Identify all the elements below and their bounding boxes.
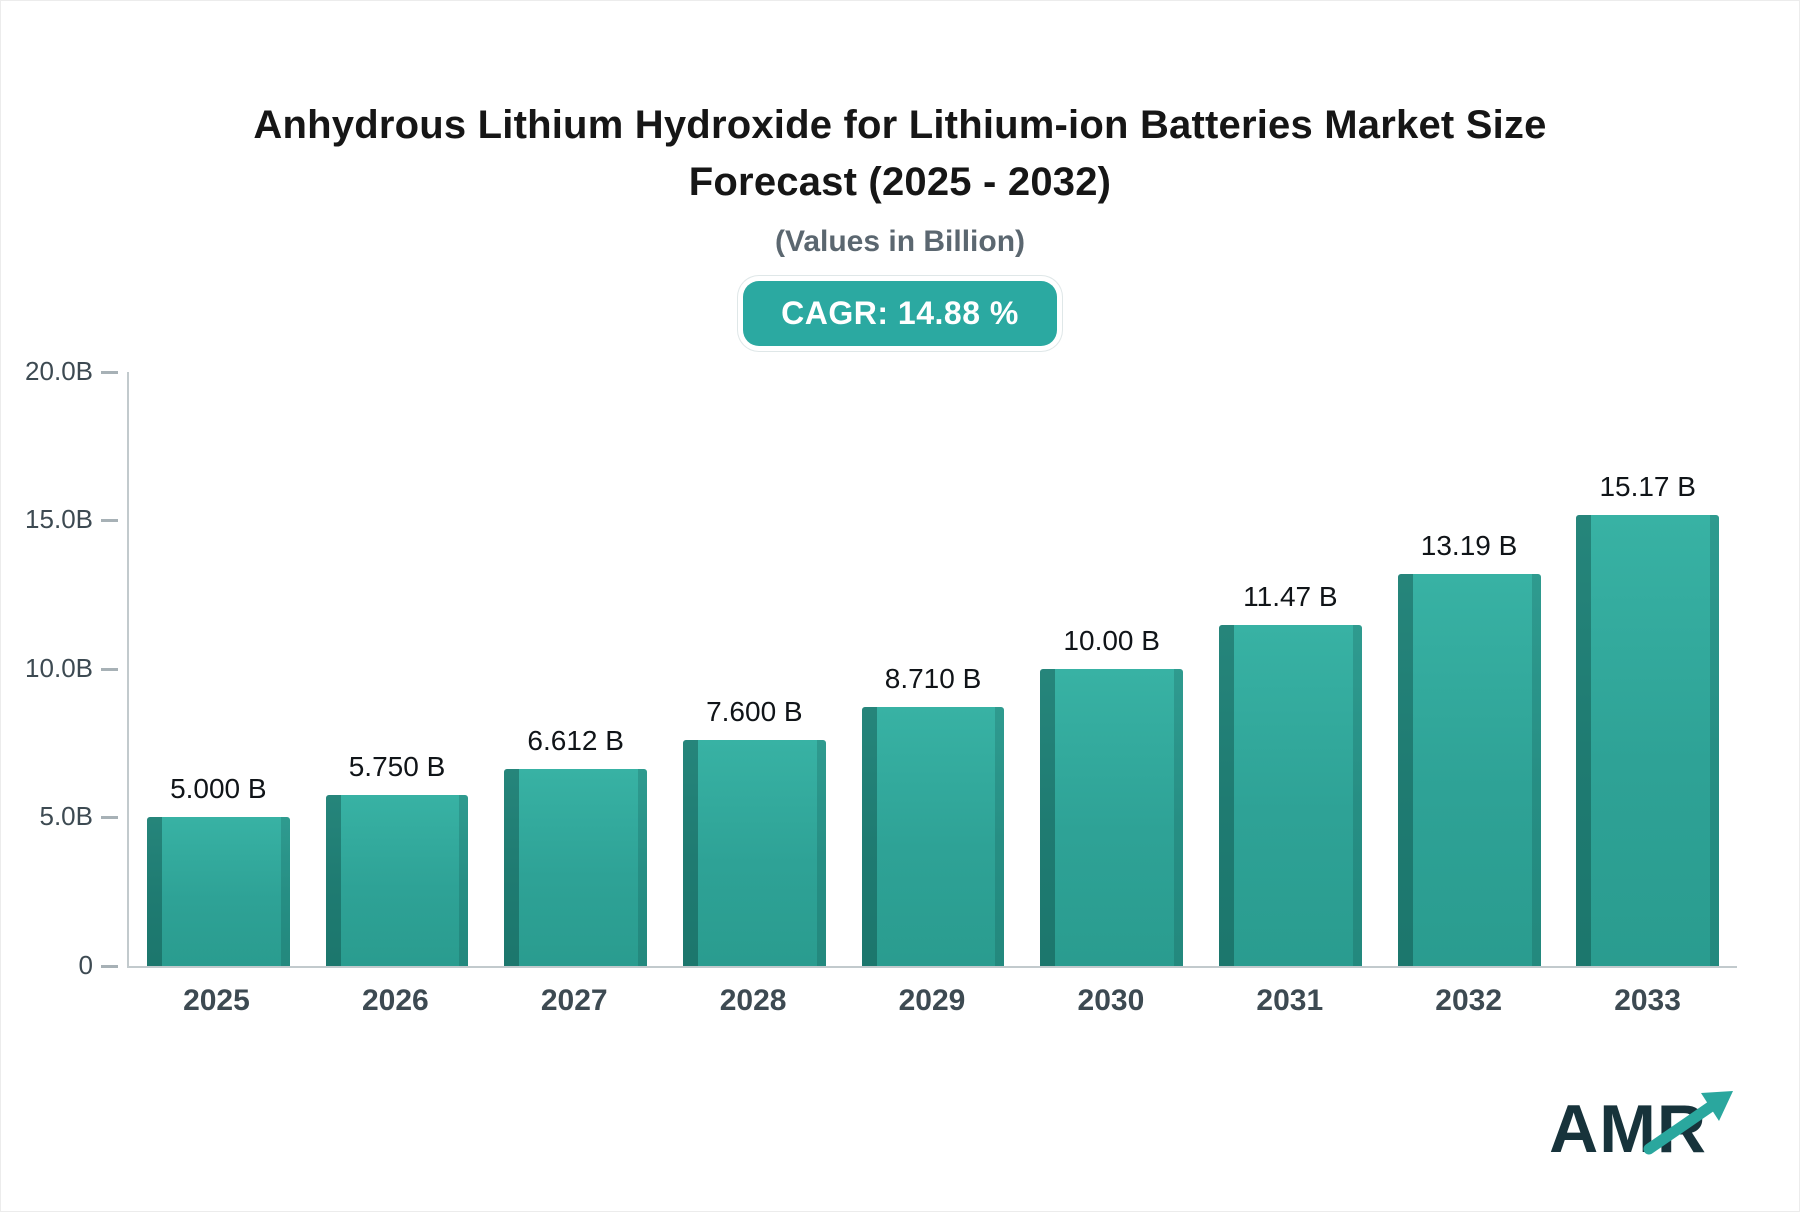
y-axis-tick-label: 10.0B <box>25 652 93 683</box>
bars-row: 5.000 B 5.750 B 6.612 B 7.600 B 8.710 B 10.00… <box>129 372 1737 966</box>
amr-logo: AMR <box>1549 1091 1733 1163</box>
bar <box>504 769 648 966</box>
bar <box>861 706 1005 966</box>
bar-value-label: 6.612 B <box>527 725 624 757</box>
y-axis-tick-mark <box>101 667 118 671</box>
bar-group: 11.47 B <box>1201 372 1380 966</box>
bar <box>1218 624 1362 966</box>
badge-row: CAGR: 14.88 % <box>1 280 1799 346</box>
bar-value-label: 10.00 B <box>1063 624 1160 656</box>
cagr-badge: CAGR: 14.88 % <box>743 280 1057 346</box>
x-axis-label: 2029 <box>898 983 966 1017</box>
y-axis-tick-label: 0 <box>78 949 93 980</box>
y-axis-tick-label: 5.0B <box>39 801 94 832</box>
bar <box>1397 573 1541 966</box>
bar-value-label: 11.47 B <box>1243 580 1338 612</box>
bar-group: 15.17 B <box>1558 372 1737 966</box>
x-axis-label: 2027 <box>540 983 608 1017</box>
bar-value-label: 8.710 B <box>884 662 982 694</box>
x-axis-label: 2033 <box>1614 983 1681 1017</box>
bar-group: 5.000 B <box>129 372 308 966</box>
x-axis-label: 2025 <box>183 983 250 1017</box>
y-axis-tick-label: 20.0B <box>25 355 93 386</box>
y-axis-tick-label: 15.0B <box>25 504 93 535</box>
bar-group: 10.00 B <box>1022 372 1201 966</box>
chart-header: Anhydrous Lithium Hydroxide for Lithium-… <box>1 1 1799 346</box>
bar-value-label: 7.600 B <box>706 695 803 727</box>
bar <box>146 817 290 966</box>
plot: 0 5.0B 10.0B 15.0B 20.0B 5.000 B 5.750 B 6.612… <box>25 356 1737 980</box>
x-axis-labels: 2025 2026 2027 2028 2029 2030 2031 2032 2033 <box>127 984 1737 1018</box>
bar-group: 8.710 B <box>844 372 1023 966</box>
chart-title: Anhydrous Lithium Hydroxide for Lithium-… <box>253 103 1547 204</box>
bar <box>1576 515 1720 966</box>
x-axis-label: 2032 <box>1435 983 1503 1017</box>
bar-value-label: 13.19 B <box>1420 529 1518 561</box>
bar-value-label: 5.750 B <box>348 750 446 782</box>
x-axis-label: 2026 <box>361 983 429 1017</box>
bar-value-label: 15.17 B <box>1599 471 1696 503</box>
x-axis-label: 2030 <box>1077 983 1145 1017</box>
bar-group: 7.600 B <box>665 372 844 966</box>
x-axis-label: 2031 <box>1256 983 1324 1017</box>
bar-group: 5.750 B <box>308 372 487 966</box>
y-axis-tick-mark <box>101 519 118 523</box>
bar-group: 13.19 B <box>1380 372 1559 966</box>
x-axis-label: 2028 <box>719 983 787 1017</box>
bar <box>682 739 826 966</box>
y-axis-tick-mark <box>101 370 118 374</box>
bar <box>325 794 469 966</box>
chart-subtitle: (Values in Billion) <box>774 224 1026 258</box>
bar <box>1040 668 1184 966</box>
y-axis-tick-mark <box>101 964 118 968</box>
bar-group: 6.612 B <box>486 372 665 966</box>
bar-value-label: 5.000 B <box>170 773 267 805</box>
amr-logo-text: AMR <box>1549 1091 1707 1167</box>
y-axis-tick-mark <box>101 816 118 820</box>
chart-plot-area: 0 5.0B 10.0B 15.0B 20.0B 5.000 B 5.750 B 6.612… <box>25 356 1737 980</box>
